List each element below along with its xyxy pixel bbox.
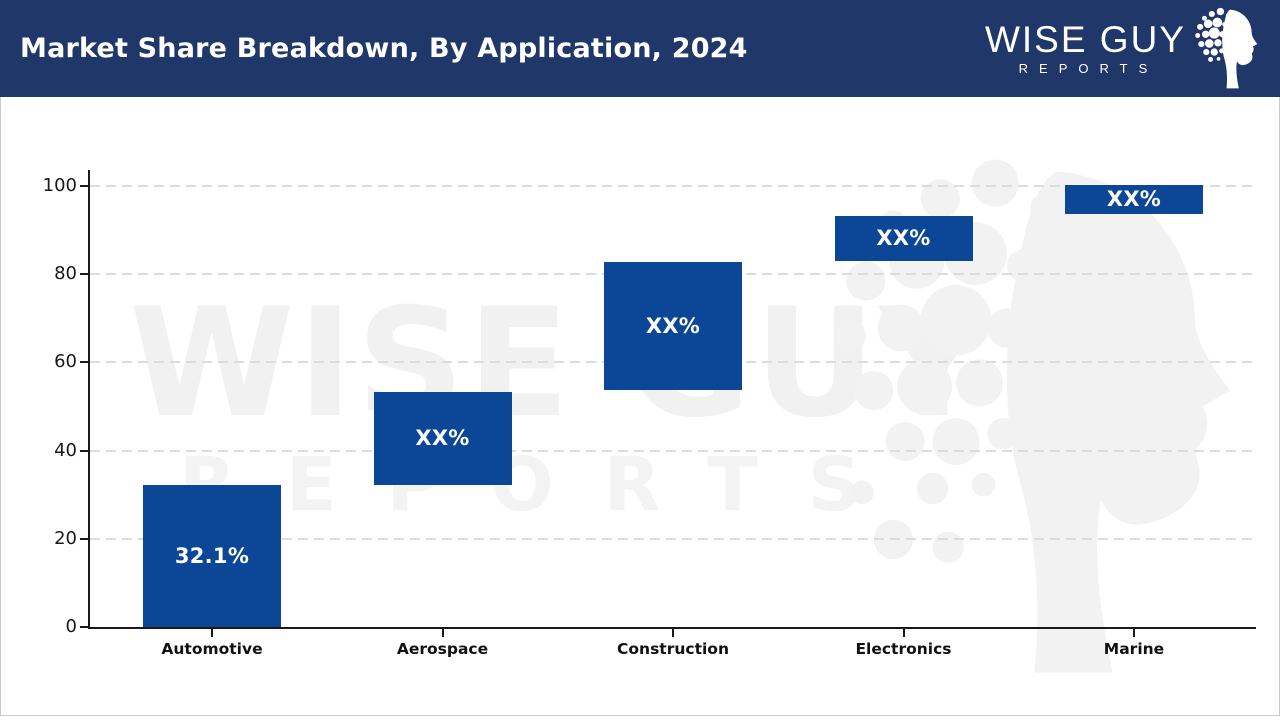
y-tick-label: 60 (54, 351, 77, 373)
y-tick-mark-60 (80, 361, 89, 364)
y-tick-mark-100 (80, 185, 89, 187)
watermark-face-icon (834, 159, 1231, 673)
x-tick-mark-aerospace (441, 629, 444, 637)
bar-marine: XX% (1065, 185, 1203, 214)
category-label-automotive: Automotive (161, 640, 263, 658)
x-axis-line (88, 627, 1256, 629)
bar-value-label-aerospace: XX% (415, 426, 470, 451)
page-title: Market Share Breakdown, By Application, … (20, 33, 748, 64)
x-tick-mark-automotive (211, 629, 213, 637)
gridline-100 (90, 185, 1256, 187)
y-axis-line (88, 170, 90, 629)
face-profile-icon (1195, 7, 1258, 88)
bar-electronics: XX% (834, 215, 973, 261)
logo-text: WISE GUY REPORTS (984, 18, 1186, 77)
watermark-subtext: REPORTS (179, 442, 912, 528)
wise-guy-reports-logo: WISE GUY REPORTS (985, 6, 1280, 92)
logo-wordmark: WISE GUY (984, 18, 1186, 60)
y-tick-label: 80 (54, 263, 77, 285)
gridline-20 (90, 537, 1256, 540)
x-tick-mark-construction (672, 629, 674, 637)
x-tick-mark-electronics (902, 629, 905, 637)
category-label-electronics: Electronics (855, 640, 952, 658)
watermark-wordmark: WISE GUY (129, 277, 991, 451)
logo-subtext: REPORTS (1018, 61, 1159, 77)
category-label-marine: Marine (1103, 640, 1165, 658)
category-label-aerospace: Aerospace (396, 640, 489, 658)
bar-aerospace: XX% (373, 391, 512, 485)
y-tick-mark-0 (80, 626, 89, 628)
y-tick-label: 40 (54, 439, 77, 461)
chart-area: WISE GUY REPORTS 0 20 40 60 80 100 Automotive 3… (0, 97, 1280, 716)
bar-construction: XX% (604, 261, 742, 391)
y-tick-label: 100 (42, 175, 77, 196)
bar-value-label-marine: XX% (1106, 187, 1162, 212)
bar-automotive: 32.1% (143, 485, 281, 627)
x-tick-mark-marine (1133, 629, 1135, 637)
header-bar: Market Share Breakdown, By Application, … (0, 0, 1280, 97)
bar-value-label-electronics: XX% (876, 226, 931, 251)
y-tick-mark-20 (80, 537, 89, 540)
y-tick-label: 20 (54, 527, 77, 549)
y-tick-label: 0 (65, 616, 77, 637)
category-label-construction: Construction (617, 640, 729, 658)
gridline-40 (90, 449, 1256, 452)
y-tick-mark-40 (80, 449, 89, 452)
y-tick-mark-80 (80, 273, 89, 276)
bar-value-label-construction: XX% (645, 314, 701, 338)
bar-value-label-automotive: 32.1% (174, 544, 250, 569)
